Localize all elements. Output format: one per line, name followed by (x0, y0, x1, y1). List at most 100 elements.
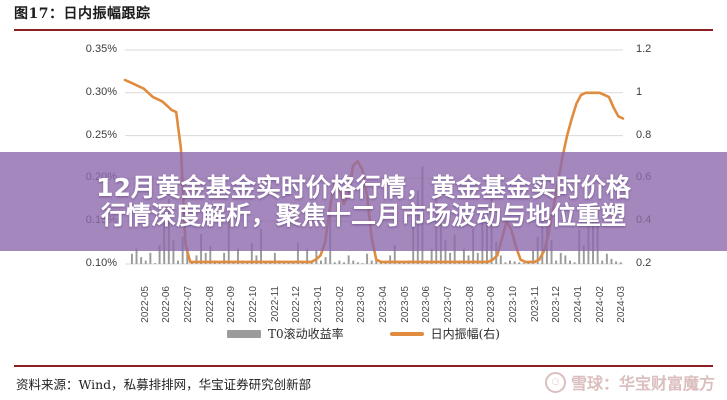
y-axis-left-tick: 0.35% (85, 43, 117, 55)
chart-bar (375, 258, 378, 264)
chart-bar (499, 255, 502, 264)
chart-bar (223, 252, 226, 264)
chart-bar (564, 255, 567, 264)
x-axis-tick: 2022-08 (204, 286, 216, 323)
chart-bar (573, 262, 576, 264)
headline-line-2: 行情深度解析，聚焦十二月市场波动与地位重塑 (100, 200, 626, 230)
chart-bar (315, 250, 318, 264)
chart-bar (462, 248, 465, 264)
chart-bar (273, 252, 276, 264)
chart-bar (495, 241, 498, 264)
chart-bar (550, 240, 553, 264)
chart-bar (250, 243, 253, 264)
x-axis-tick: 2023-11 (529, 286, 541, 322)
chart-bar (296, 242, 299, 264)
y-axis-right-tick: 1 (636, 85, 643, 98)
chart-bar (569, 260, 571, 264)
x-axis-tick: 2023-09 (486, 286, 498, 323)
x-axis-tick: 2023-02 (334, 286, 346, 323)
chart-bar (172, 240, 175, 264)
headline-line-1: 12月黄金基金实时价格行情，黄金基金实时价格 (96, 172, 631, 202)
x-axis-tick: 2023-06 (421, 286, 433, 323)
x-axis-tick: 2024-02 (594, 286, 606, 323)
chart-bar (324, 257, 327, 264)
x-axis-tick: 2023-12 (551, 286, 563, 323)
chart-bar (476, 252, 479, 264)
snowball-logo-icon: ⚆ (544, 371, 566, 393)
footer-divider (14, 365, 713, 367)
y-axis-left-tick: 0.30% (85, 85, 117, 98)
x-axis-tick: 2023-08 (464, 286, 476, 323)
chart-bar (555, 260, 558, 264)
chart-bar (209, 246, 212, 264)
chart-bar (518, 262, 521, 264)
chart-bar (287, 263, 290, 264)
chart-bar (140, 257, 143, 264)
chart-bar (610, 258, 613, 264)
chart-bar (393, 245, 396, 264)
chart-bar (605, 253, 608, 264)
x-axis-tick: 2023-07 (442, 286, 454, 323)
x-axis-tick: 2022-06 (161, 286, 173, 323)
y-axis-right-tick: 0.2 (636, 257, 652, 269)
x-axis-tick: 2023-10 (507, 286, 519, 323)
chart-bar (144, 260, 147, 264)
chart-bar (177, 260, 179, 264)
headline-overlay: 12月黄金基金实时价格行情，黄金基金实时价格 行情深度解析，聚焦十二月市场波动与… (0, 152, 727, 251)
chart-bar (237, 248, 239, 264)
legend-swatch-line-icon (389, 331, 424, 336)
chart-bar (352, 260, 355, 264)
y-axis-left-tick: 0.25% (85, 128, 117, 141)
chart-legend: T0滚动收益率 日内振幅(右) (0, 325, 727, 342)
legend-swatch-bar-icon (226, 329, 261, 338)
legend-label-line: 日内振幅(右) (430, 327, 500, 341)
chart-bar (444, 240, 447, 264)
chart-bar (361, 263, 364, 264)
x-axis-tick: 2023-05 (399, 286, 411, 323)
watermark: ⚆ 雪球：华宝财富魔方 (544, 370, 715, 394)
source-note: 资料来源：Wind，私募排排网，华宝证券研究创新部 (16, 377, 312, 392)
title-divider (14, 29, 713, 31)
legend-item-bars: T0滚动收益率 (226, 325, 344, 342)
x-axis-tick: 2022-07 (183, 286, 195, 323)
y-axis-right-tick: 0.8 (636, 128, 652, 141)
chart-bar (338, 260, 341, 264)
y-axis-right-tick: 1.2 (636, 43, 652, 55)
x-axis-tick: 2024-03 (616, 286, 628, 323)
watermark-text: 雪球：华宝财富魔方 (570, 374, 715, 393)
y-axis-left-tick: 0.10% (85, 257, 117, 269)
chart-bar (582, 245, 585, 264)
chart-bar (509, 260, 511, 264)
chart-bar (389, 255, 392, 264)
chart-bar (356, 262, 359, 264)
chart-bar (522, 263, 525, 264)
chart-bar (532, 250, 535, 264)
chart-bar (370, 260, 373, 264)
chart-bar (195, 255, 198, 264)
chart-bar (306, 248, 309, 264)
x-axis-tick: 2022-12 (291, 286, 303, 323)
chart-bar (343, 262, 345, 264)
x-axis-tick: 2022-05 (139, 286, 151, 323)
legend-label-bars: T0滚动收益率 (267, 327, 344, 341)
chart-bar (601, 260, 604, 264)
x-axis-tick: 2022-11 (269, 286, 281, 322)
x-axis-tick: 2024-01 (572, 286, 584, 323)
chart-bar (158, 245, 161, 264)
chart-bar (504, 262, 507, 264)
chart-bar (430, 248, 433, 264)
chart-bar (135, 248, 138, 264)
chart-bar (154, 263, 156, 264)
chart-bar (347, 255, 350, 264)
chart-bar (615, 261, 618, 264)
chart-bar (559, 252, 562, 264)
chart-bar (149, 252, 152, 264)
x-axis-tick: 2022-10 (248, 286, 260, 323)
chart-bar (320, 260, 322, 264)
chart-bar (619, 262, 622, 264)
x-axis-tick: 2023-03 (356, 286, 368, 323)
chart-bar (467, 255, 470, 264)
x-axis-tick: 2022-09 (226, 286, 238, 323)
chart-bar (366, 253, 369, 264)
